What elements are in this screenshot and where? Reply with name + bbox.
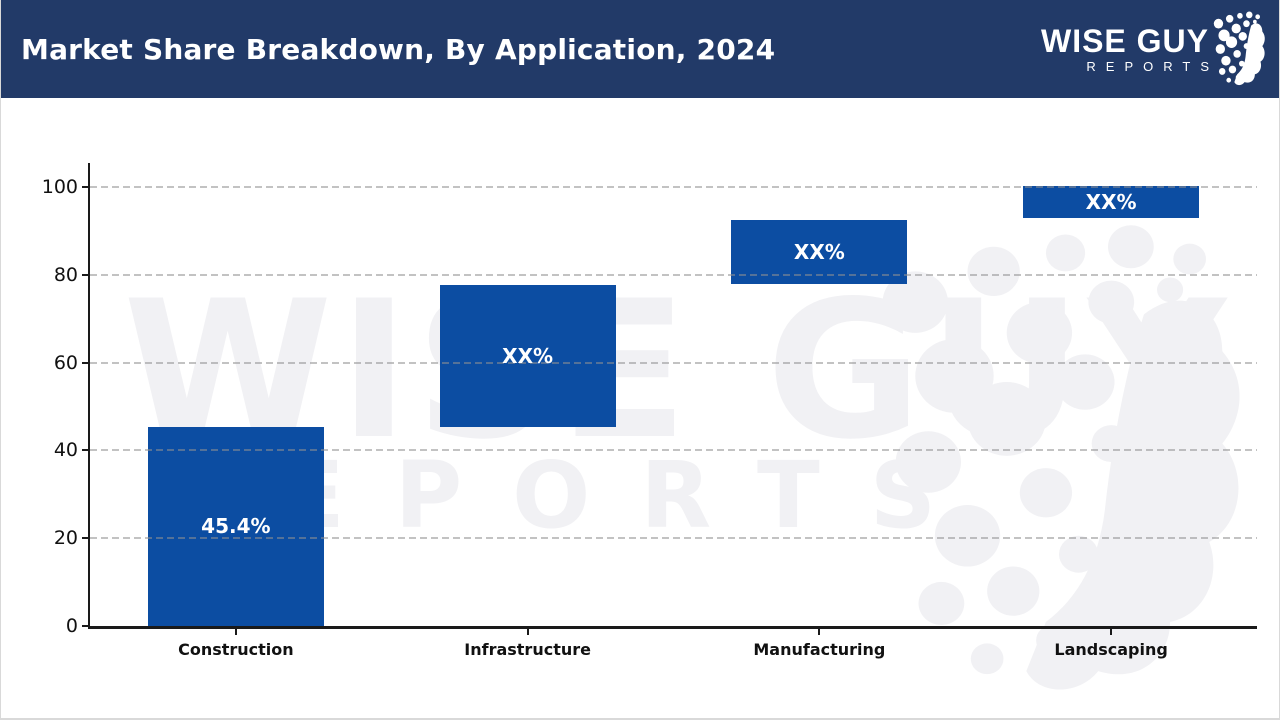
x-tick-manufacturing: [818, 628, 821, 635]
y-tick-20: [82, 537, 89, 540]
x-tick-infrastructure: [526, 628, 529, 635]
page-title: Market Share Breakdown, By Application, …: [21, 32, 776, 66]
wise-guy-face-icon: [1211, 10, 1267, 88]
logo-subtitle: REPORTS: [1086, 59, 1219, 74]
bar-value-label-infrastructure: XX%: [502, 343, 554, 368]
y-tick-0: [82, 625, 89, 627]
chart-canvas: WISE GUY REPORTS 0 20 40 60 80 100 45.4% Constr…: [1, 98, 1279, 718]
bar-landscaping: [1023, 186, 1200, 219]
x-axis-category-label: Construction: [178, 640, 294, 659]
bar-construction: [147, 426, 324, 626]
y-tick-label-100: 100: [41, 176, 78, 199]
y-tick-label-20: 20: [53, 527, 78, 550]
y-tick-100: [82, 186, 89, 189]
y-tick-80: [82, 273, 89, 276]
x-axis-spine: [88, 626, 1257, 629]
gridline-80: [90, 273, 1257, 276]
header-bar: Market Share Breakdown, By Application, …: [1, 0, 1279, 98]
logo-wordmark: WISE GUY: [1040, 23, 1209, 59]
y-tick-label-40: 40: [53, 439, 78, 462]
gridline-20: [90, 537, 1257, 540]
y-tick-label-0: 0: [65, 615, 78, 637]
y-tick-40: [82, 449, 89, 452]
bar-value-label-landscaping: XX%: [1085, 190, 1137, 215]
bar-manufacturing: [731, 219, 908, 284]
x-tick-landscaping: [1110, 628, 1113, 635]
x-axis-category-label: Infrastructure: [464, 640, 591, 659]
gridline-60: [90, 361, 1257, 364]
y-tick-label-80: 80: [53, 263, 78, 286]
logo-text: WISE GUY REPORTS: [1041, 25, 1209, 73]
x-axis-category-label: Manufacturing: [753, 640, 886, 659]
bar-value-label-manufacturing: XX%: [793, 239, 845, 264]
y-tick-label-60: 60: [53, 351, 78, 374]
bar-infrastructure: [439, 284, 616, 427]
x-tick-construction: [234, 628, 237, 635]
bar-value-label-construction: 45.4%: [201, 514, 271, 539]
x-axis-category-label: Landscaping: [1054, 640, 1168, 659]
y-axis-spine: [88, 163, 90, 628]
watermark-face-icon: [863, 216, 1255, 708]
gridline-100: [90, 186, 1257, 189]
gridline-40: [90, 449, 1257, 452]
y-tick-60: [82, 361, 89, 364]
wise-guy-logo: WISE GUY REPORTS: [1041, 10, 1267, 88]
